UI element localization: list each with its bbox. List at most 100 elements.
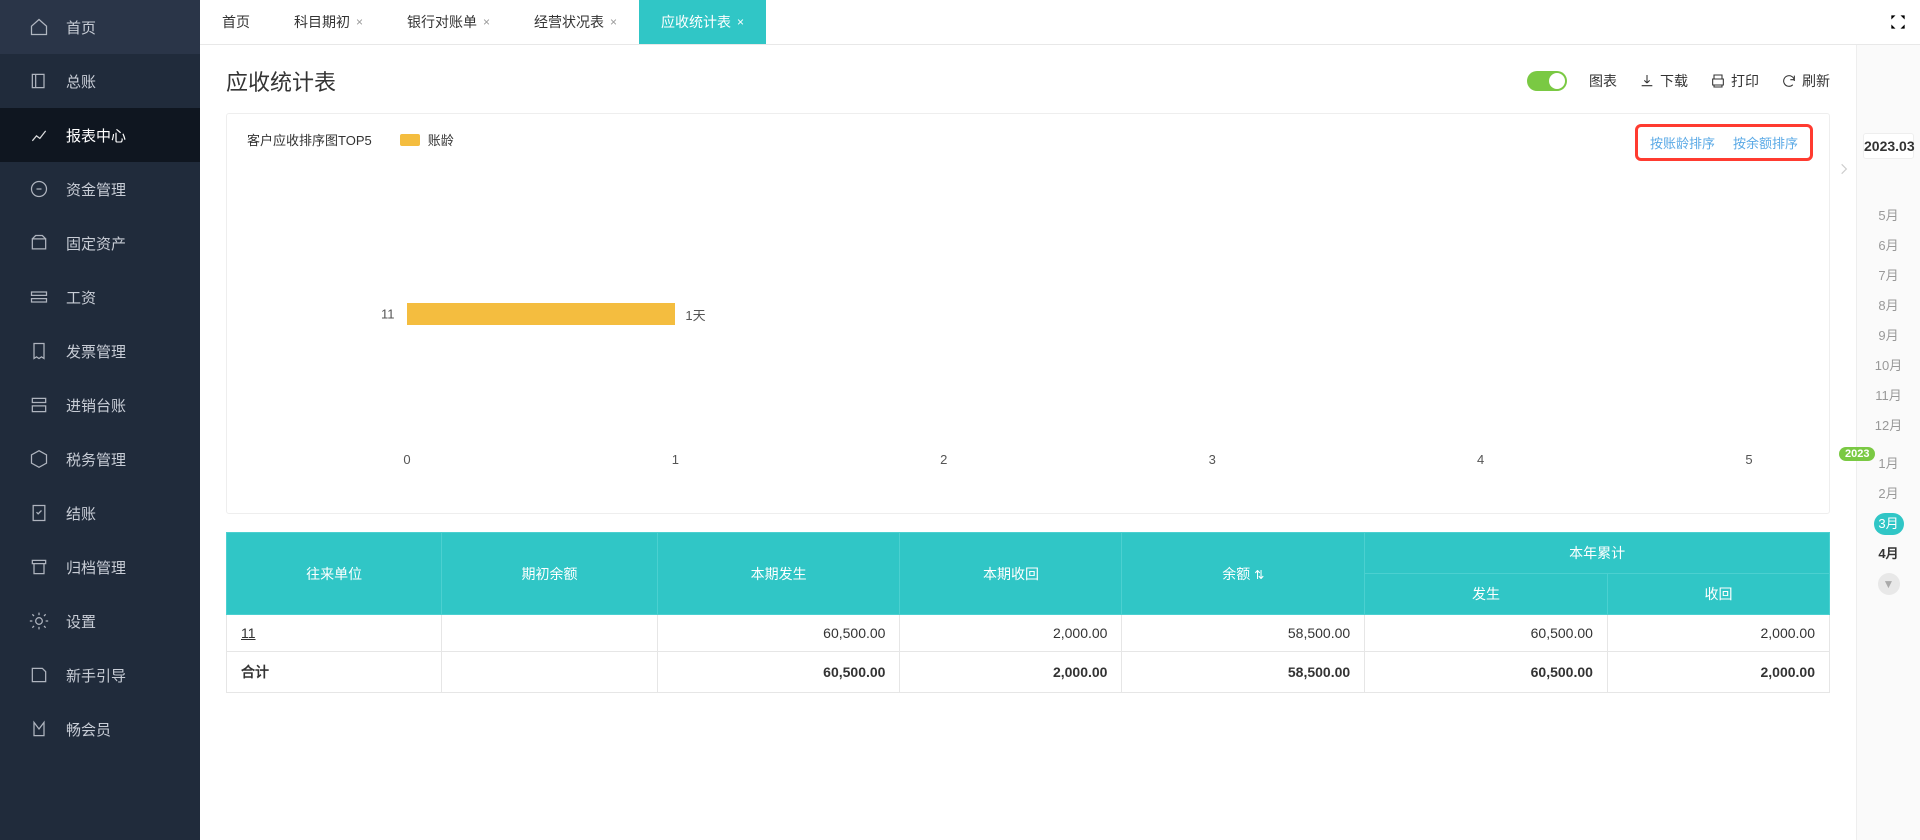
tab-首页[interactable]: 首页 xyxy=(200,0,272,44)
sidebar-item-guide[interactable]: 新手引导 xyxy=(0,648,200,702)
archive-icon xyxy=(28,556,50,578)
ledger-icon xyxy=(28,70,50,92)
y-axis-label: 11 xyxy=(381,307,395,322)
sidebar-item-label: 税务管理 xyxy=(66,449,126,470)
sidebar-item-invoice[interactable]: 发票管理 xyxy=(0,324,200,378)
month-3月[interactable]: 3月 xyxy=(1874,513,1904,535)
refresh-button[interactable]: 刷新 xyxy=(1781,71,1830,91)
chart-panel: 客户应收排序图TOP5 账龄 按账龄排序 按余额排序 111天012345 xyxy=(226,113,1830,514)
tab-银行对账单[interactable]: 银行对账单 × xyxy=(385,0,512,44)
sidebar-item-label: 工资 xyxy=(66,287,96,308)
month-4月[interactable]: 4月 xyxy=(1874,543,1904,565)
cell-year-occur: 60,500.00 xyxy=(1365,615,1608,652)
month-10月[interactable]: 10月 xyxy=(1874,355,1904,377)
legend-label: 账龄 xyxy=(428,130,454,149)
sidebar-item-salary[interactable]: 工资 xyxy=(0,270,200,324)
download-button[interactable]: 下载 xyxy=(1639,71,1688,91)
period-year-display[interactable]: 2023.03 xyxy=(1863,133,1914,159)
close-period-icon xyxy=(28,502,50,524)
sidebar-item-label: 设置 xyxy=(66,611,96,632)
sidebar-item-stock[interactable]: 进销台账 xyxy=(0,378,200,432)
month-9月[interactable]: 9月 xyxy=(1874,325,1904,347)
cell-total-label: 合计 xyxy=(227,652,442,693)
tab-科目期初[interactable]: 科目期初× xyxy=(272,0,385,44)
table-total-row: 合计 60,500.00 2,000.00 58,500.00 60,500.0… xyxy=(227,652,1830,693)
tab-close-icon[interactable]: × xyxy=(610,15,617,29)
col-balance[interactable]: 余额⇅ xyxy=(1122,533,1365,615)
col-year-group: 本年累计 xyxy=(1365,533,1830,574)
chart-area: 111天012345 xyxy=(407,163,1749,493)
sidebar-item-label: 总账 xyxy=(66,71,96,92)
x-tick: 1 xyxy=(672,452,679,467)
month-12月[interactable]: 12月 xyxy=(1874,415,1904,437)
print-button[interactable]: 打印 xyxy=(1710,71,1759,91)
month-11月[interactable]: 11月 xyxy=(1874,385,1904,407)
sidebar-item-money[interactable]: 资金管理 xyxy=(0,162,200,216)
sidebar-item-label: 资金管理 xyxy=(66,179,126,200)
year-badge: 2023 xyxy=(1839,447,1875,461)
cell-balance: 58,500.00 xyxy=(1122,615,1365,652)
asset-icon xyxy=(28,232,50,254)
tab-close-icon[interactable]: × xyxy=(737,15,744,29)
sidebar: 首页总账报表中心资金管理固定资产工资发票管理进销台账税务管理结账归档管理设置新手… xyxy=(0,0,200,840)
sidebar-item-close-period[interactable]: 结账 xyxy=(0,486,200,540)
sidebar-item-asset[interactable]: 固定资产 xyxy=(0,216,200,270)
chart-bar: 1天 xyxy=(407,303,1749,325)
period-next-icon[interactable]: ▼ xyxy=(1878,573,1900,595)
chart-toggle[interactable] xyxy=(1527,71,1567,91)
month-8月[interactable]: 8月 xyxy=(1874,295,1904,317)
cell-recover: 2,000.00 xyxy=(900,615,1122,652)
tab-label: 银行对账单 xyxy=(407,12,477,32)
tax-icon xyxy=(28,448,50,470)
tab-close-icon[interactable]: × xyxy=(483,15,490,29)
home-icon xyxy=(28,16,50,38)
tab-应收统计表[interactable]: 应收统计表× xyxy=(639,0,766,44)
salary-icon xyxy=(28,286,50,308)
sidebar-item-vip[interactable]: 畅会员 xyxy=(0,702,200,756)
month-7月[interactable]: 7月 xyxy=(1874,265,1904,287)
bar-fill xyxy=(407,303,675,325)
col-recover[interactable]: 本期收回 xyxy=(900,533,1122,615)
chart-icon xyxy=(28,124,50,146)
chart-next-icon[interactable] xyxy=(1835,154,1853,184)
sidebar-item-label: 归档管理 xyxy=(66,557,126,578)
tab-经营状况表[interactable]: 经营状况表 × xyxy=(512,0,639,44)
guide-icon xyxy=(28,664,50,686)
tab-label: 经营状况表 xyxy=(534,12,604,32)
col-year-occur[interactable]: 发生 xyxy=(1365,574,1608,615)
tab-close-icon[interactable]: × xyxy=(356,15,363,29)
sidebar-item-ledger[interactable]: 总账 xyxy=(0,54,200,108)
money-icon xyxy=(28,178,50,200)
col-unit[interactable]: 往来单位 xyxy=(227,533,442,615)
month-2月[interactable]: 2月 xyxy=(1874,483,1904,505)
sidebar-item-label: 报表中心 xyxy=(66,125,126,146)
month-6月[interactable]: 6月 xyxy=(1874,235,1904,257)
month-1月[interactable]: 1月 xyxy=(1874,453,1904,475)
cell-occur: 60,500.00 xyxy=(657,615,900,652)
chart-toggle-label: 图表 xyxy=(1589,71,1617,91)
sidebar-item-home[interactable]: 首页 xyxy=(0,0,200,54)
month-5月[interactable]: 5月 xyxy=(1874,205,1904,227)
sort-by-age[interactable]: 按账龄排序 xyxy=(1650,133,1715,152)
table-row: 11 60,500.00 2,000.00 58,500.00 60,500.0… xyxy=(227,615,1830,652)
sidebar-item-chart[interactable]: 报表中心 xyxy=(0,108,200,162)
x-tick: 0 xyxy=(403,452,410,467)
sidebar-item-label: 进销台账 xyxy=(66,395,126,416)
sidebar-item-archive[interactable]: 归档管理 xyxy=(0,540,200,594)
sidebar-item-gear[interactable]: 设置 xyxy=(0,594,200,648)
close-all-icon[interactable] xyxy=(1858,12,1878,32)
cell-unit[interactable]: 11 xyxy=(227,615,442,652)
x-tick: 5 xyxy=(1745,452,1752,467)
page-title: 应收统计表 xyxy=(226,65,336,97)
sidebar-item-label: 新手引导 xyxy=(66,665,126,686)
sidebar-item-label: 固定资产 xyxy=(66,233,126,254)
x-tick: 2 xyxy=(940,452,947,467)
fullscreen-icon[interactable] xyxy=(1888,12,1908,32)
sort-by-balance[interactable]: 按余额排序 xyxy=(1733,133,1798,152)
cell-opening xyxy=(442,615,657,652)
col-occur[interactable]: 本期发生 xyxy=(657,533,900,615)
col-opening[interactable]: 期初余额 xyxy=(442,533,657,615)
sort-options-box: 按账龄排序 按余额排序 xyxy=(1635,124,1813,161)
col-year-recover[interactable]: 收回 xyxy=(1607,574,1829,615)
sidebar-item-tax[interactable]: 税务管理 xyxy=(0,432,200,486)
